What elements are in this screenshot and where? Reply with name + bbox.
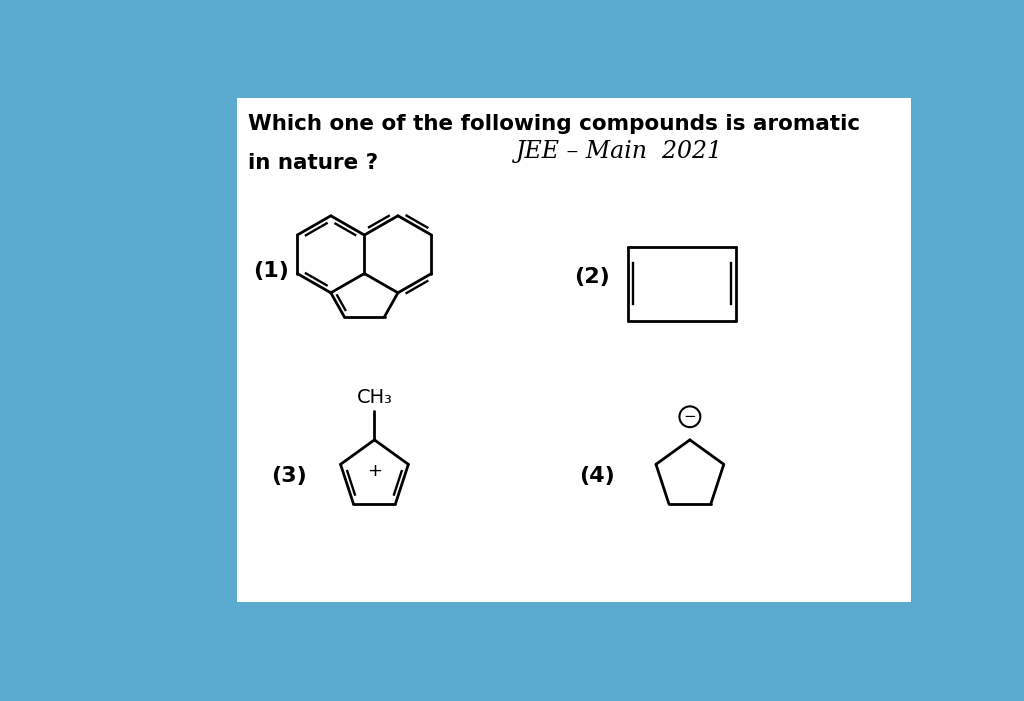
Text: JEE – Main  2021: JEE – Main 2021	[515, 140, 723, 163]
FancyBboxPatch shape	[237, 98, 910, 602]
Text: in nature ?: in nature ?	[248, 153, 378, 172]
Text: Which one of the following compounds is aromatic: Which one of the following compounds is …	[248, 114, 860, 134]
Text: CH₃: CH₃	[356, 388, 392, 407]
Text: −: −	[683, 409, 696, 424]
Text: +: +	[367, 462, 382, 479]
Text: (1): (1)	[254, 261, 290, 281]
Text: (4): (4)	[579, 466, 614, 486]
Text: (3): (3)	[271, 466, 307, 486]
Text: (2): (2)	[573, 267, 609, 287]
